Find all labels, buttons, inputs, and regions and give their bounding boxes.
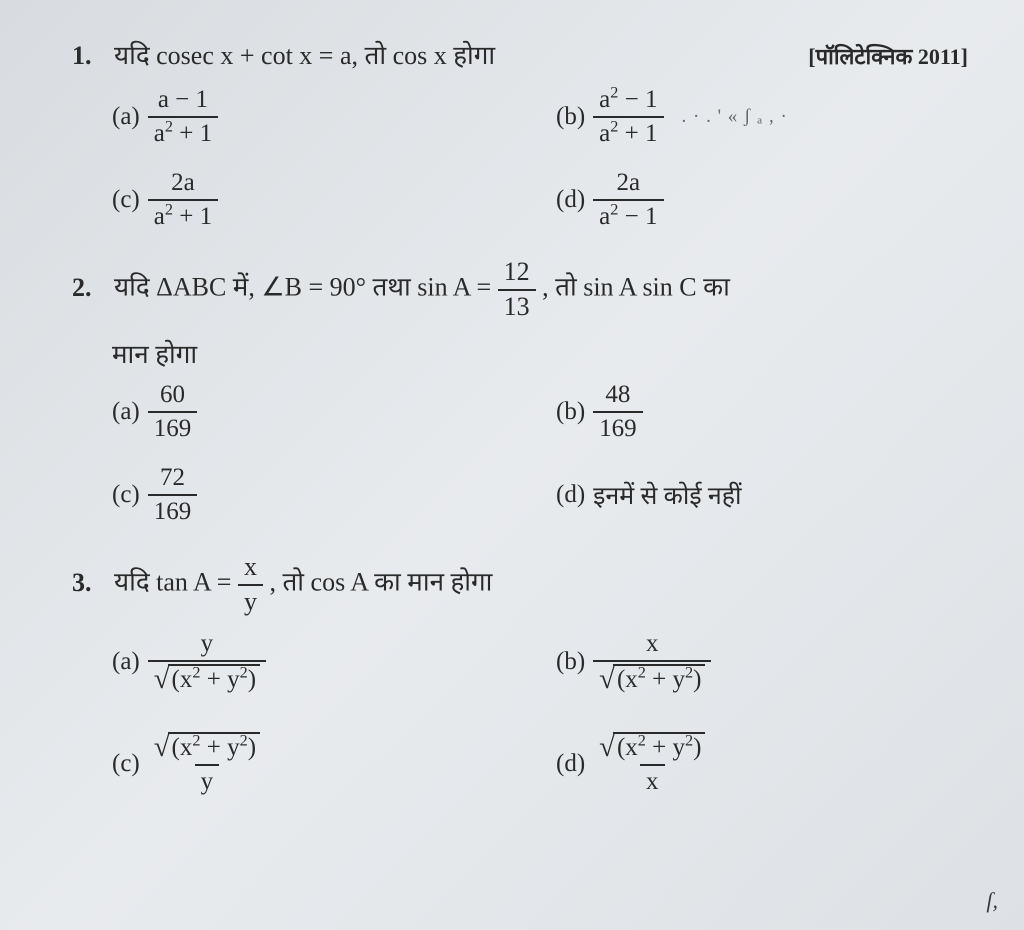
sqrt-icon: √(x2 + y2): [154, 664, 260, 694]
q1-option-b: (b) a2 − 1 a2 + 1 . · . ' « ʃ ₐ , ·: [556, 86, 976, 147]
question-2: 2. यदि ΔABC में, ∠B = 90° तथा sin A = 12…: [72, 258, 976, 525]
q3-text-a: यदि tan A =: [114, 568, 238, 597]
q3-opt-b-den: √(x2 + y2): [593, 660, 711, 694]
q2-option-d: (d) इनमें से कोई नहीं: [556, 464, 976, 525]
q2-opt-b-frac: 48 169: [593, 381, 643, 442]
q1-opt-a-frac: a − 1 a2 + 1: [148, 86, 218, 147]
q1-number: 1.: [72, 41, 104, 71]
q1-text-mid: तो: [365, 41, 393, 70]
q1-tag: [पॉलिटेक्निक 2011]: [808, 41, 976, 71]
q2-opt-c-frac: 72 169: [148, 464, 198, 525]
q3-option-c: (c) √(x2 + y2) y: [112, 732, 532, 796]
q1-opt-c-label: (c): [112, 186, 140, 214]
q1-opt-d-den: a2 − 1: [593, 199, 663, 231]
q3-option-a: (a) y √(x2 + y2): [112, 630, 532, 694]
q1-opt-d-num: 2a: [611, 169, 647, 199]
q1-opt-c-num: 2a: [165, 169, 201, 199]
q2-continuation: मान होगा: [112, 335, 976, 371]
q1-opt-b-num: a2 − 1: [593, 86, 663, 116]
q1-text-pre: यदि: [114, 41, 156, 70]
q1-option-c: (c) 2a a2 + 1: [112, 169, 532, 230]
q2-option-c: (c) 72 169: [112, 464, 532, 525]
page-corner-mark: ſ,: [986, 888, 998, 914]
q3-opt-a-den: √(x2 + y2): [148, 660, 266, 694]
q3-number: 3.: [72, 568, 104, 598]
q1-opt-c-frac: 2a a2 + 1: [148, 169, 218, 230]
q1-options: (a) a − 1 a2 + 1 (b) a2 − 1 a2 + 1 . · .…: [112, 86, 976, 230]
sqrt-icon: √(x2 + y2): [599, 664, 705, 694]
q2-text: यदि ΔABC में, ∠B = 90° तथा sin A = 12 13…: [114, 258, 976, 321]
q1-option-a: (a) a − 1 a2 + 1: [112, 86, 532, 147]
q3-opt-a-frac: y √(x2 + y2): [148, 630, 266, 694]
q2-option-b: (b) 48 169: [556, 381, 976, 442]
q3-opt-b-frac: x √(x2 + y2): [593, 630, 711, 694]
q1-expr-lhs: cosec x + cot x = a,: [156, 41, 358, 70]
q2-frac: 12 13: [498, 258, 536, 321]
q2-text-b: , तो sin A sin C का: [542, 273, 730, 302]
q3-text-b: , तो cos A का मान होगा: [269, 568, 492, 597]
q1-opt-b-label: (b): [556, 103, 585, 131]
q3-text: यदि tan A = x y , तो cos A का मान होगा: [114, 553, 976, 616]
q1-opt-b-smudge: . · . ' « ʃ ₐ , ·: [682, 106, 788, 128]
question-3: 3. यदि tan A = x y , तो cos A का मान होग…: [72, 553, 976, 796]
q1-opt-d-frac: 2a a2 − 1: [593, 169, 663, 230]
q2-stem-row: 2. यदि ΔABC में, ∠B = 90° तथा sin A = 12…: [72, 258, 976, 321]
q3-opt-c-num: √(x2 + y2): [148, 732, 266, 764]
q3-option-b: (b) x √(x2 + y2): [556, 630, 976, 694]
q2-opt-d-text: इनमें से कोई नहीं: [593, 478, 741, 512]
q1-opt-a-den: a2 + 1: [148, 116, 218, 148]
q1-opt-b-frac: a2 − 1 a2 + 1: [593, 86, 663, 147]
question-1: 1. यदि cosec x + cot x = a, तो cos x होग…: [72, 36, 976, 230]
q1-stem-row: 1. यदि cosec x + cot x = a, तो cos x होग…: [72, 36, 976, 72]
sqrt-icon: √(x2 + y2): [599, 732, 705, 762]
q1-opt-d-label: (d): [556, 186, 585, 214]
q1-text-post: होगा: [453, 41, 495, 70]
q3-frac: x y: [238, 553, 263, 616]
q2-text-a: यदि ΔABC में, ∠B = 90° तथा sin A =: [114, 273, 498, 302]
q1-text: यदि cosec x + cot x = a, तो cos x होगा: [114, 36, 798, 72]
q3-options: (a) y √(x2 + y2) (b) x √(x2 + y2) (c): [112, 630, 976, 796]
q2-opt-a-frac: 60 169: [148, 381, 198, 442]
q3-option-d: (d) √(x2 + y2) x: [556, 732, 976, 796]
q1-opt-c-den: a2 + 1: [148, 199, 218, 231]
q1-expr-q: cos x: [393, 41, 447, 70]
q1-option-d: (d) 2a a2 − 1: [556, 169, 976, 230]
q3-opt-c-frac: √(x2 + y2) y: [148, 732, 266, 796]
q3-stem-row: 3. यदि tan A = x y , तो cos A का मान होग…: [72, 553, 976, 616]
q1-opt-a-num: a − 1: [152, 86, 214, 116]
q3-opt-d-num: √(x2 + y2): [593, 732, 711, 764]
q3-opt-d-frac: √(x2 + y2) x: [593, 732, 711, 796]
q2-option-a: (a) 60 169: [112, 381, 532, 442]
sqrt-icon: √(x2 + y2): [154, 732, 260, 762]
q1-opt-a-label: (a): [112, 103, 140, 131]
q2-number: 2.: [72, 273, 104, 303]
q1-opt-b-den: a2 + 1: [593, 116, 663, 148]
q2-options: (a) 60 169 (b) 48 169 (c) 72 169 (d) इनम…: [112, 381, 976, 525]
